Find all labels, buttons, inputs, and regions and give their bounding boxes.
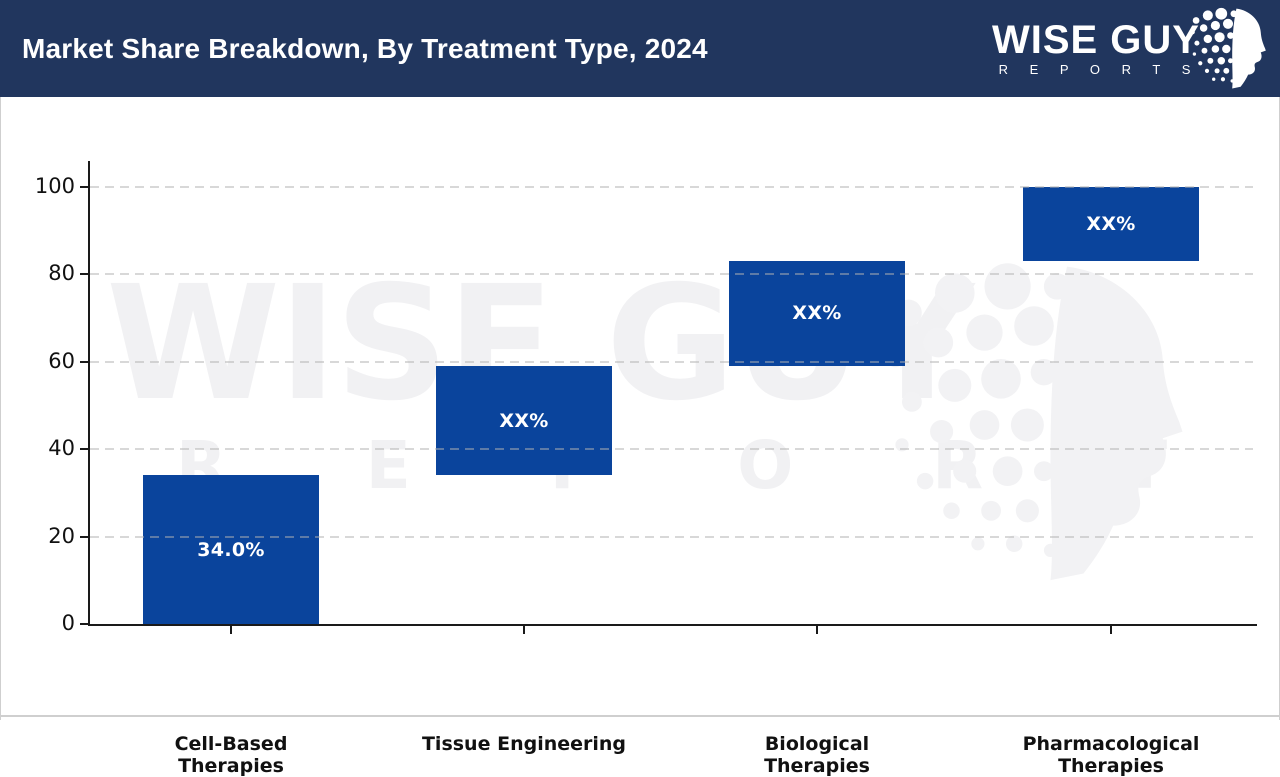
x-tick-mark-3	[816, 626, 818, 634]
y-tick-mark-60	[80, 360, 88, 363]
y-tick-mark-40	[80, 448, 88, 450]
gridline-80	[90, 273, 1253, 275]
bottom-border-line	[1, 715, 1280, 717]
x-category-label-3: Biological Therapies	[687, 733, 947, 777]
chart-title: Market Share Breakdown, By Treatment Typ…	[22, 32, 708, 64]
brand-name: WISE GUY	[991, 18, 1200, 62]
watermark-face-icon	[869, 225, 1199, 625]
bar-value-label: XX%	[499, 409, 549, 432]
bar-segment-1: 34.0%	[143, 475, 319, 624]
y-tick-label-40: 40	[48, 436, 75, 460]
y-tick-label-80: 80	[48, 261, 75, 285]
x-axis-line	[88, 624, 1257, 626]
x-tick-mark-2	[523, 626, 525, 634]
x-tick-mark-1	[230, 626, 232, 634]
x-category-label-line: Therapies	[764, 755, 870, 777]
x-category-label-line: Therapies	[178, 755, 284, 777]
x-category-label-4: Pharmacological Therapies	[981, 733, 1241, 777]
y-tick-mark-80	[80, 273, 88, 275]
bar-value-label: XX%	[1086, 212, 1136, 235]
gridline-60	[90, 360, 1253, 363]
y-axis-line	[88, 161, 90, 626]
bar-value-label: 34.0%	[197, 538, 265, 561]
x-category-label-1: Cell-Based Therapies	[101, 733, 361, 777]
bar-value-label: XX%	[792, 302, 842, 325]
brand-logo-text: WISE GUY R E P O R T S	[992, 20, 1200, 77]
bar-segment-3: XX%	[729, 260, 905, 366]
header-banner: Market Share Breakdown, By Treatment Typ…	[0, 0, 1280, 97]
gridline-20	[90, 535, 1253, 538]
brand-subname: R E P O R T S	[998, 62, 1200, 77]
x-category-label-2: Tissue Engineering	[394, 733, 654, 755]
y-tick-mark-100	[80, 185, 88, 188]
y-tick-label-60: 60	[48, 348, 75, 373]
plot-area: WISE GUY R E P O R T S 34.0%XX%XX%XX% 02…	[0, 97, 1280, 777]
brand-logo: WISE GUY R E P O R T S	[992, 7, 1280, 91]
x-tick-mark-4	[1110, 626, 1112, 634]
y-tick-mark-20	[80, 535, 88, 538]
x-category-label-line: Tissue Engineering	[421, 733, 627, 755]
bar-segment-4: XX%	[1023, 186, 1199, 261]
x-category-label-line: Therapies	[1058, 755, 1164, 777]
y-tick-label-0: 0	[61, 611, 75, 635]
x-category-label-line: Pharmacological	[1022, 733, 1200, 755]
y-tick-mark-0	[80, 623, 88, 625]
bar-segment-2: XX%	[436, 365, 612, 476]
y-tick-label-20: 20	[48, 523, 75, 548]
gridline-40	[90, 448, 1253, 450]
x-category-label-line: Cell-Based	[174, 733, 288, 755]
x-category-label-line: Biological	[764, 733, 870, 755]
gridline-100	[90, 185, 1253, 188]
y-tick-label-100: 100	[34, 173, 75, 198]
